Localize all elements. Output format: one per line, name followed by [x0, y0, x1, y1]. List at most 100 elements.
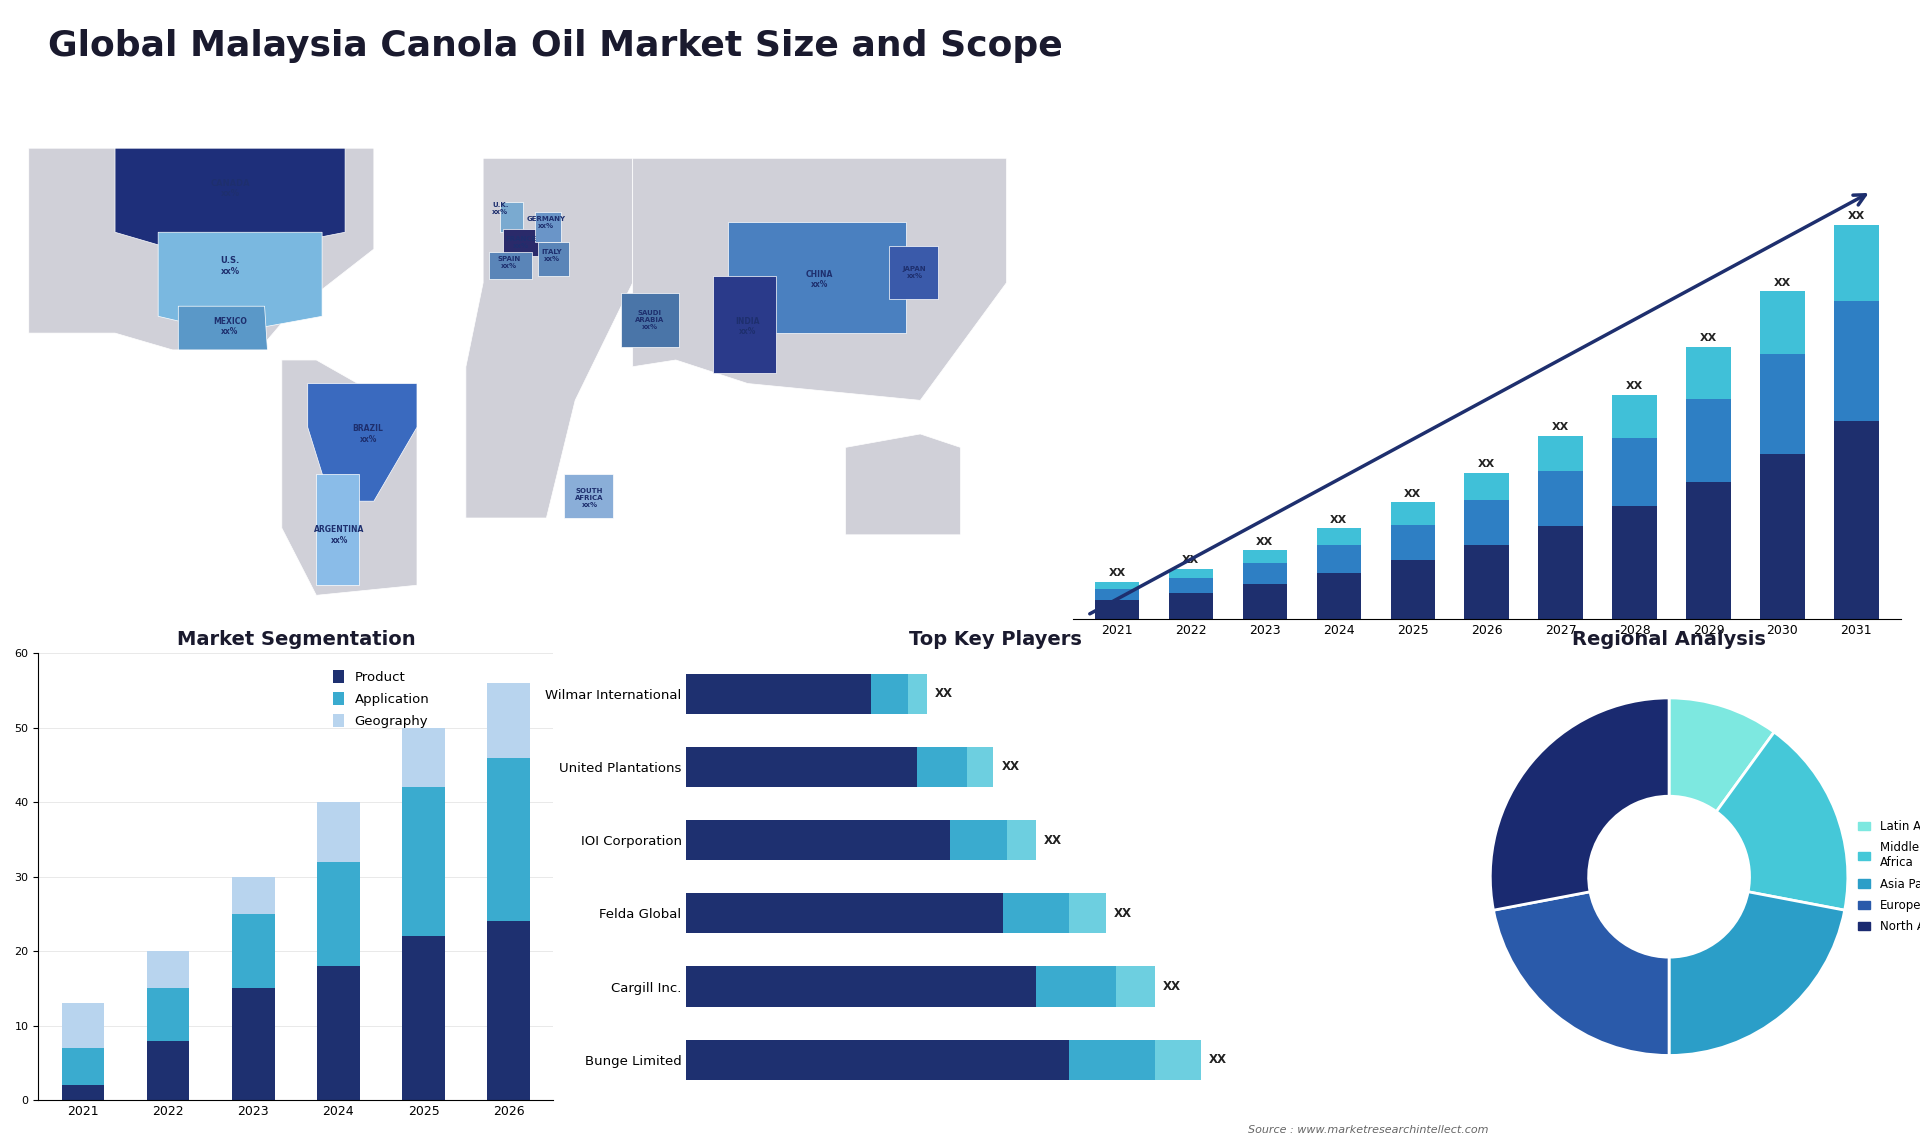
Text: INDIA
xx%: INDIA xx%	[735, 316, 760, 336]
Text: GERMANY
xx%: GERMANY xx%	[526, 215, 566, 229]
Text: Source : www.marketresearchintellect.com: Source : www.marketresearchintellect.com	[1248, 1124, 1488, 1135]
Legend: Latin America, Middle East &
Africa, Asia Pacific, Europe, North America: Latin America, Middle East & Africa, Asi…	[1853, 816, 1920, 937]
Polygon shape	[889, 245, 937, 299]
Bar	[1169, 592, 1213, 619]
Bar	[1613, 507, 1657, 619]
Title: Top Key Players: Top Key Players	[908, 630, 1081, 649]
Bar	[317, 802, 359, 862]
Text: SAUDI
ARABIA
xx%: SAUDI ARABIA xx%	[636, 309, 664, 330]
Title: Regional Analysis: Regional Analysis	[1572, 630, 1766, 649]
Bar	[1094, 601, 1139, 619]
Bar	[1390, 559, 1434, 619]
Text: BRAZIL
xx%: BRAZIL xx%	[353, 424, 384, 444]
Text: XX: XX	[1256, 536, 1273, 547]
Bar	[1465, 544, 1509, 619]
Bar	[232, 877, 275, 915]
Bar	[1761, 354, 1805, 454]
Bar	[317, 966, 359, 1100]
Bar	[403, 936, 445, 1100]
Bar	[1156, 1039, 1202, 1080]
Bar	[317, 862, 359, 966]
Bar	[148, 1041, 190, 1100]
Text: U.S.
xx%: U.S. xx%	[221, 257, 240, 275]
Bar	[1686, 347, 1730, 399]
Bar	[488, 921, 530, 1100]
Text: XX: XX	[1404, 488, 1421, 499]
Bar	[1116, 966, 1156, 1006]
Bar	[1465, 473, 1509, 501]
Text: XX: XX	[1044, 833, 1062, 847]
Polygon shape	[29, 148, 374, 350]
Text: FRANCE
xx%: FRANCE xx%	[505, 236, 536, 249]
Polygon shape	[490, 252, 532, 280]
Text: XX: XX	[1774, 277, 1791, 288]
Bar	[61, 1004, 104, 1047]
Bar	[1069, 1039, 1156, 1080]
Text: XX: XX	[1114, 906, 1131, 920]
Bar	[403, 728, 445, 787]
Text: XX: XX	[1626, 382, 1644, 391]
Bar	[1242, 550, 1286, 564]
Bar	[1834, 300, 1878, 421]
Bar	[403, 787, 445, 936]
Text: XX: XX	[1699, 333, 1716, 344]
Polygon shape	[622, 292, 678, 346]
Text: SOUTH
AFRICA
xx%: SOUTH AFRICA xx%	[576, 488, 603, 508]
Text: XX: XX	[1847, 211, 1864, 221]
Polygon shape	[467, 158, 634, 518]
Bar	[685, 893, 1004, 934]
Bar	[61, 1085, 104, 1100]
Wedge shape	[1490, 698, 1668, 910]
Bar	[1538, 526, 1582, 619]
Text: ARGENTINA
xx%: ARGENTINA xx%	[315, 525, 365, 544]
Polygon shape	[282, 360, 417, 595]
Text: XX: XX	[935, 688, 952, 700]
Bar	[685, 966, 1037, 1006]
Text: SPAIN
xx%: SPAIN xx%	[497, 256, 520, 269]
Polygon shape	[179, 306, 267, 350]
Polygon shape	[712, 276, 776, 374]
Bar	[61, 1047, 104, 1085]
Polygon shape	[307, 384, 417, 501]
Title: Market Segmentation: Market Segmentation	[177, 630, 415, 649]
Wedge shape	[1494, 892, 1668, 1055]
Bar	[1465, 501, 1509, 544]
Text: XX: XX	[1210, 1053, 1227, 1066]
Text: XX: XX	[1551, 422, 1569, 432]
Bar	[685, 819, 950, 861]
Polygon shape	[501, 202, 524, 233]
Bar	[232, 915, 275, 988]
Bar	[148, 988, 190, 1041]
Bar	[232, 988, 275, 1100]
Wedge shape	[1716, 732, 1847, 910]
Polygon shape	[728, 222, 906, 333]
Polygon shape	[317, 474, 359, 586]
Bar	[488, 758, 530, 921]
Bar	[872, 674, 908, 714]
Bar	[1613, 438, 1657, 507]
Text: MEXICO
xx%: MEXICO xx%	[213, 316, 248, 336]
Bar	[1069, 893, 1106, 934]
Wedge shape	[1668, 698, 1774, 811]
Bar	[1761, 291, 1805, 354]
Bar	[1242, 583, 1286, 619]
Text: XX: XX	[1331, 515, 1348, 525]
Bar	[1317, 528, 1361, 544]
Text: XX: XX	[1002, 761, 1020, 774]
Bar	[1242, 564, 1286, 583]
Bar	[1094, 589, 1139, 601]
Bar	[908, 674, 927, 714]
Text: XX: XX	[1164, 980, 1181, 992]
Bar	[950, 819, 1006, 861]
Polygon shape	[564, 474, 612, 518]
Bar	[1761, 454, 1805, 619]
Text: XX: XX	[1478, 460, 1496, 469]
Wedge shape	[1668, 892, 1845, 1055]
Legend: Product, Application, Geography: Product, Application, Geography	[328, 665, 434, 733]
Bar	[918, 747, 968, 787]
Bar	[148, 951, 190, 988]
Bar	[1538, 435, 1582, 471]
Bar	[1613, 395, 1657, 438]
Bar	[1094, 582, 1139, 589]
Bar	[968, 747, 993, 787]
